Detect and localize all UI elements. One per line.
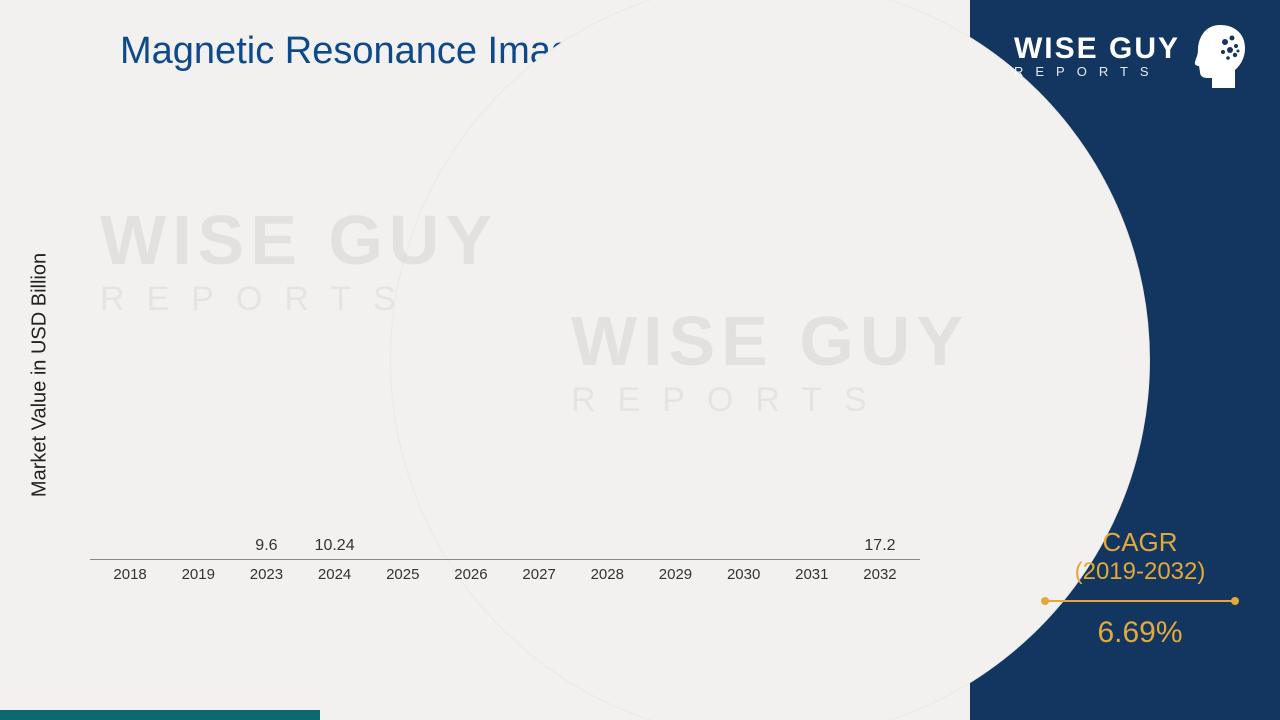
x-labels: 2018201920232024202520262027202820292030…: [90, 560, 920, 590]
brand-line2: REPORTS: [1014, 64, 1180, 79]
head-icon: [1190, 20, 1250, 90]
brand-line1: WISE GUY: [1014, 32, 1180, 66]
x-tick-label: 2027: [505, 560, 573, 590]
cagr-period: (2019-2032): [1030, 558, 1250, 586]
bars-container: 9.6 10.24 17.2: [90, 160, 920, 559]
x-tick-label: 2026: [437, 560, 505, 590]
y-axis-label: Market Value in USD Billion: [29, 253, 52, 497]
x-tick-label: 2029: [641, 560, 709, 590]
x-tick-label: 2019: [164, 560, 232, 590]
bar-chart: Market Value in USD Billion 9.610.2417.2…: [70, 160, 920, 590]
x-tick-label: 2023: [232, 560, 300, 590]
bar-value-label: 9.6: [255, 537, 277, 555]
plot-area: 9.6 10.24 17.2: [90, 160, 920, 560]
cagr-box: CAGR (2019-2032) 6.69%: [1030, 527, 1250, 650]
bar-value-label: 10.24: [315, 537, 355, 555]
x-tick-label: 2025: [369, 560, 437, 590]
x-tick-label: 2032: [846, 560, 914, 590]
x-tick-label: 2028: [573, 560, 641, 590]
x-tick-label: 2018: [96, 560, 164, 590]
x-tick-label: 2030: [710, 560, 778, 590]
x-tick-label: 2031: [778, 560, 846, 590]
bar-value-label: 17.2: [864, 537, 895, 555]
cagr-divider: [1045, 600, 1235, 602]
footer-accent-bar: [0, 710, 320, 720]
cagr-value: 6.69%: [1030, 616, 1250, 650]
brand-logo: WISE GUY REPORTS: [1014, 20, 1250, 90]
x-tick-label: 2024: [301, 560, 369, 590]
cagr-title: CAGR: [1030, 527, 1250, 558]
